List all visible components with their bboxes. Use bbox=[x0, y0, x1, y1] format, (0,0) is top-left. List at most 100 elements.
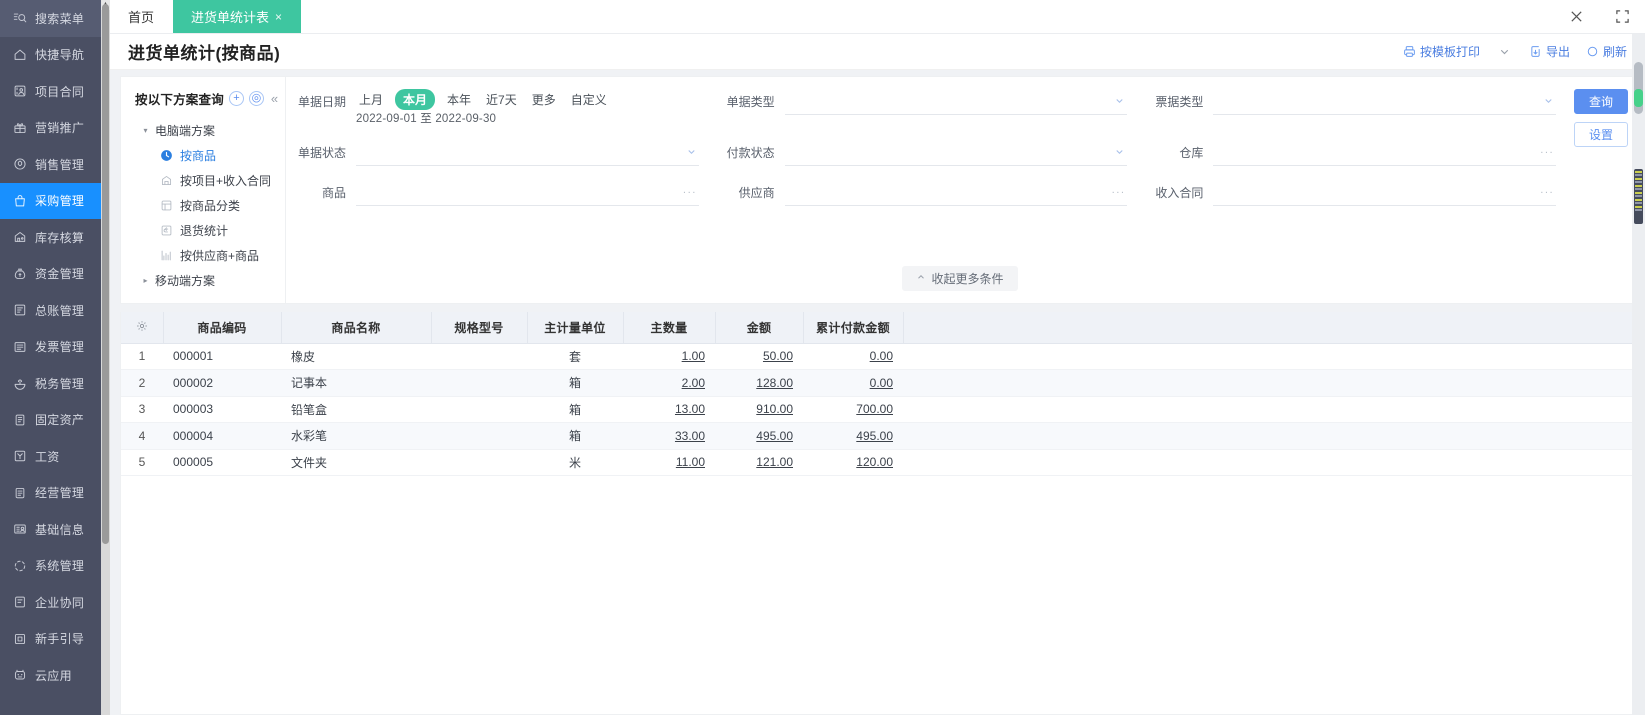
cell-paid-amount-link[interactable]: 700.00 bbox=[856, 402, 893, 417]
cell-paid-amount-link[interactable]: 120.00 bbox=[856, 455, 893, 470]
th-spec-model[interactable]: 规格型号 bbox=[431, 312, 528, 344]
sidebar-item-0[interactable]: 搜索菜单 bbox=[0, 0, 110, 37]
product-input[interactable]: ··· bbox=[356, 180, 699, 206]
th-amount[interactable]: 金额 bbox=[715, 312, 804, 344]
chevron-down-icon[interactable] bbox=[1114, 146, 1125, 160]
th-main-qty[interactable]: 主数量 bbox=[623, 312, 716, 344]
scheme-group-1[interactable]: ▸ 移动端方案 bbox=[135, 268, 279, 293]
page-scrollbar[interactable] bbox=[1632, 34, 1645, 715]
scheme-settings-button[interactable]: ◎ bbox=[248, 91, 264, 106]
date-quick-option-0[interactable]: 上月 bbox=[359, 92, 384, 107]
sidebar-item-18[interactable]: 云应用 bbox=[0, 657, 110, 694]
sidebar-item-14[interactable]: 基础信息 bbox=[0, 511, 110, 548]
cell-main-qty[interactable]: 1.00 bbox=[623, 343, 715, 370]
sidebar-item-7[interactable]: 资金管理 bbox=[0, 256, 110, 293]
query-button[interactable]: 查询 bbox=[1574, 89, 1628, 114]
sidebar-scrollbar[interactable]: ▲ bbox=[101, 0, 110, 715]
th-product-name[interactable]: 商品名称 bbox=[281, 312, 432, 344]
table-row[interactable]: 4 000004 水彩笔 箱 33.00 495.00 495.00 bbox=[121, 422, 1634, 450]
sidebar-item-4[interactable]: 销售管理 bbox=[0, 146, 110, 183]
cell-amount[interactable]: 121.00 bbox=[715, 449, 803, 476]
table-row[interactable]: 2 000002 记事本 箱 2.00 128.00 0.00 bbox=[121, 369, 1634, 397]
cell-paid-amount[interactable]: 120.00 bbox=[803, 449, 903, 476]
th-product-code[interactable]: 商品编码 bbox=[163, 312, 282, 344]
cell-paid-amount-link[interactable]: 495.00 bbox=[856, 428, 893, 443]
sidebar-item-13[interactable]: 经营管理 bbox=[0, 475, 110, 512]
scheme-group-0[interactable]: ▾ 电脑端方案 bbox=[135, 118, 279, 143]
cell-paid-amount[interactable]: 700.00 bbox=[803, 396, 903, 423]
cell-amount-link[interactable]: 128.00 bbox=[756, 375, 793, 390]
th-paid-amount[interactable]: 累计付款金额 bbox=[803, 312, 904, 344]
tab-close-icon[interactable]: × bbox=[275, 9, 283, 24]
page-scroll-thumb[interactable] bbox=[1634, 62, 1643, 114]
table-row[interactable]: 3 000003 铅笔盒 箱 13.00 910.00 700.00 bbox=[121, 396, 1634, 423]
bill-type-input[interactable] bbox=[1213, 89, 1556, 115]
sidebar-item-9[interactable]: 发票管理 bbox=[0, 329, 110, 366]
table-row[interactable]: 1 000001 橡皮 套 1.00 50.00 0.00 bbox=[121, 343, 1634, 370]
refresh-button[interactable]: 刷新 bbox=[1586, 43, 1627, 60]
cell-main-qty-link[interactable]: 2.00 bbox=[681, 375, 705, 390]
cell-amount[interactable]: 910.00 bbox=[715, 396, 803, 423]
cell-amount-link[interactable]: 495.00 bbox=[756, 428, 793, 443]
sidebar-item-5[interactable]: 采购管理 bbox=[0, 182, 110, 219]
cell-amount[interactable]: 495.00 bbox=[715, 422, 803, 450]
cell-main-qty-link[interactable]: 11.00 bbox=[675, 455, 705, 470]
ellipsis-icon[interactable]: ··· bbox=[682, 186, 697, 198]
cell-main-qty-link[interactable]: 1.00 bbox=[681, 349, 705, 364]
sidebar-item-1[interactable]: 快捷导航 bbox=[0, 37, 110, 74]
document-status-input[interactable] bbox=[356, 140, 699, 166]
document-type-input[interactable] bbox=[784, 89, 1128, 115]
date-quick-option-1[interactable]: 本月 bbox=[395, 88, 436, 110]
chevron-down-icon[interactable] bbox=[1114, 95, 1125, 109]
date-quick-option-3[interactable]: 近7天 bbox=[486, 92, 517, 107]
cell-main-qty-link[interactable]: 13.00 bbox=[674, 402, 705, 417]
supplier-input[interactable]: ··· bbox=[784, 180, 1128, 206]
sidebar-item-10[interactable]: 税务管理 bbox=[0, 365, 110, 402]
chevron-down-icon[interactable] bbox=[1496, 45, 1513, 58]
fullscreen-icon[interactable] bbox=[1599, 0, 1645, 34]
cell-amount[interactable]: 128.00 bbox=[715, 369, 803, 397]
chevron-down-icon[interactable] bbox=[686, 146, 697, 160]
cell-paid-amount-link[interactable]: 0.00 bbox=[869, 349, 893, 364]
cell-amount-link[interactable]: 50.00 bbox=[762, 349, 793, 364]
sidebar-item-3[interactable]: 营销推广 bbox=[0, 110, 110, 147]
cell-main-qty[interactable]: 33.00 bbox=[623, 422, 715, 450]
cell-paid-amount[interactable]: 0.00 bbox=[803, 343, 903, 370]
page-minimap[interactable] bbox=[1634, 169, 1643, 224]
payment-status-input[interactable] bbox=[784, 140, 1128, 166]
sidebar-item-11[interactable]: 固定资产 bbox=[0, 402, 110, 439]
sidebar-item-12[interactable]: 工资 bbox=[0, 438, 110, 475]
sidebar-scroll-thumb[interactable] bbox=[102, 4, 109, 544]
ellipsis-icon[interactable]: ··· bbox=[1539, 146, 1554, 158]
cell-main-qty[interactable]: 13.00 bbox=[623, 396, 715, 423]
tab-home[interactable]: 首页 bbox=[110, 0, 173, 33]
th-main-unit[interactable]: 主计量单位 bbox=[527, 312, 624, 344]
income-contract-input[interactable]: ··· bbox=[1213, 180, 1556, 206]
cell-amount-link[interactable]: 121.00 bbox=[756, 455, 793, 470]
warehouse-input[interactable]: ··· bbox=[1213, 140, 1556, 166]
sidebar-item-6[interactable]: 库存核算 bbox=[0, 219, 110, 256]
sidebar-item-15[interactable]: 系统管理 bbox=[0, 548, 110, 585]
sidebar-item-8[interactable]: 总账管理 bbox=[0, 292, 110, 329]
cell-amount-link[interactable]: 910.00 bbox=[756, 402, 793, 417]
scheme-item-0-2[interactable]: 按商品分类 bbox=[135, 193, 279, 218]
cell-amount[interactable]: 50.00 bbox=[715, 343, 803, 370]
tab-purchase-statistics[interactable]: 进货单统计表 × bbox=[173, 0, 302, 33]
close-icon[interactable] bbox=[1553, 0, 1599, 34]
collapse-scheme-pane-button[interactable]: « bbox=[270, 91, 279, 106]
scheme-item-0-0[interactable]: 按商品 bbox=[135, 143, 279, 168]
chevron-down-icon[interactable] bbox=[1543, 95, 1554, 109]
print-template-button[interactable]: 按模板打印 bbox=[1403, 43, 1480, 60]
add-scheme-button[interactable]: + bbox=[228, 91, 244, 106]
collapse-more-conditions-button[interactable]: 收起更多条件 bbox=[902, 266, 1018, 291]
table-row[interactable]: 5 000005 文件夹 米 11.00 121.00 120.00 bbox=[121, 449, 1634, 476]
tree-toggle-icon[interactable]: ▾ bbox=[143, 126, 148, 135]
sidebar-item-16[interactable]: 企业协同 bbox=[0, 584, 110, 621]
ellipsis-icon[interactable]: ··· bbox=[1539, 186, 1554, 198]
settings-button[interactable]: 设置 bbox=[1574, 122, 1628, 147]
date-quick-option-4[interactable]: 更多 bbox=[531, 92, 556, 107]
cell-paid-amount[interactable]: 495.00 bbox=[803, 422, 903, 450]
cell-main-qty-link[interactable]: 33.00 bbox=[674, 428, 705, 443]
cell-main-qty[interactable]: 11.00 bbox=[623, 449, 715, 476]
scheme-item-0-4[interactable]: 按供应商+商品 bbox=[135, 243, 279, 268]
